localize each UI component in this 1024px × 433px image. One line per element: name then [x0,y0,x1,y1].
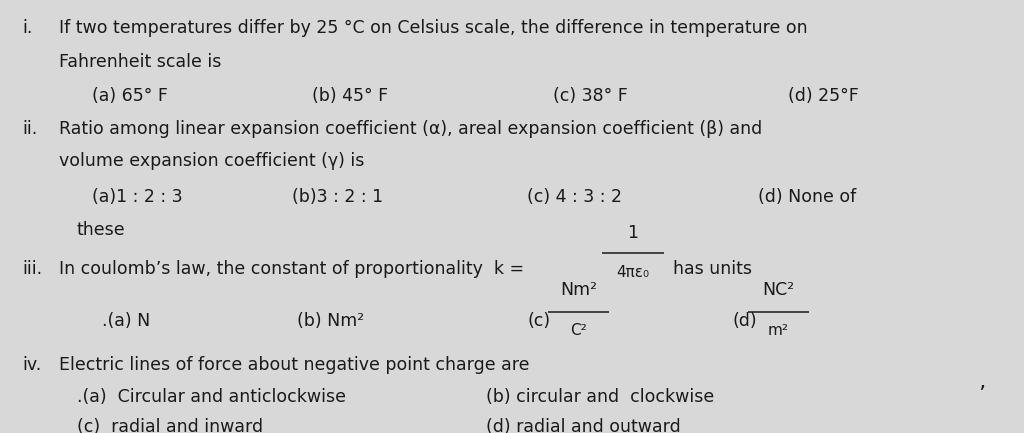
Text: i.: i. [23,19,33,38]
Text: (b) circular and  clockwise: (b) circular and clockwise [486,388,715,406]
Text: (b) 45° F: (b) 45° F [312,87,388,105]
Text: (d) 25°F: (d) 25°F [788,87,859,105]
Text: (c): (c) [527,312,551,330]
Text: iv.: iv. [23,356,42,374]
Text: (a)1 : 2 : 3: (a)1 : 2 : 3 [92,188,183,207]
Text: (b) Nm²: (b) Nm² [297,312,365,330]
Text: (d) None of: (d) None of [758,188,856,207]
Text: (c) 4 : 3 : 2: (c) 4 : 3 : 2 [527,188,623,207]
Text: volume expansion coefficient (γ) is: volume expansion coefficient (γ) is [59,152,365,171]
Text: Nm²: Nm² [560,281,597,299]
Text: (c) 38° F: (c) 38° F [553,87,628,105]
Text: (d): (d) [732,312,757,330]
Text: 1: 1 [628,223,638,242]
Text: (d) radial and outward: (d) radial and outward [486,418,681,433]
Text: NC²: NC² [762,281,795,299]
Text: .(a)  Circular and anticlockwise: .(a) Circular and anticlockwise [77,388,346,406]
Text: C²: C² [570,323,587,338]
Text: Fahrenheit scale is: Fahrenheit scale is [59,53,222,71]
Text: iii.: iii. [23,260,43,278]
Text: 4πε₀: 4πε₀ [616,265,649,280]
Text: Electric lines of force about negative point charge are: Electric lines of force about negative p… [59,356,529,374]
Text: If two temperatures differ by 25 °C on Celsius scale, the difference in temperat: If two temperatures differ by 25 °C on C… [59,19,808,38]
Text: In coulomb’s law, the constant of proportionality  k =: In coulomb’s law, the constant of propor… [59,260,524,278]
Text: m²: m² [768,323,788,338]
Text: (a) 65° F: (a) 65° F [92,87,168,105]
Text: (b)3 : 2 : 1: (b)3 : 2 : 1 [292,188,383,207]
Text: has units: has units [673,260,752,278]
Text: ii.: ii. [23,120,38,138]
Text: these: these [77,221,125,239]
Text: Ratio among linear expansion coefficient (α), areal expansion coefficient (β) an: Ratio among linear expansion coefficient… [59,120,763,138]
Text: .(a) N: .(a) N [102,312,151,330]
Text: (c)  radial and inward: (c) radial and inward [77,418,263,433]
Text: ’: ’ [978,385,985,405]
